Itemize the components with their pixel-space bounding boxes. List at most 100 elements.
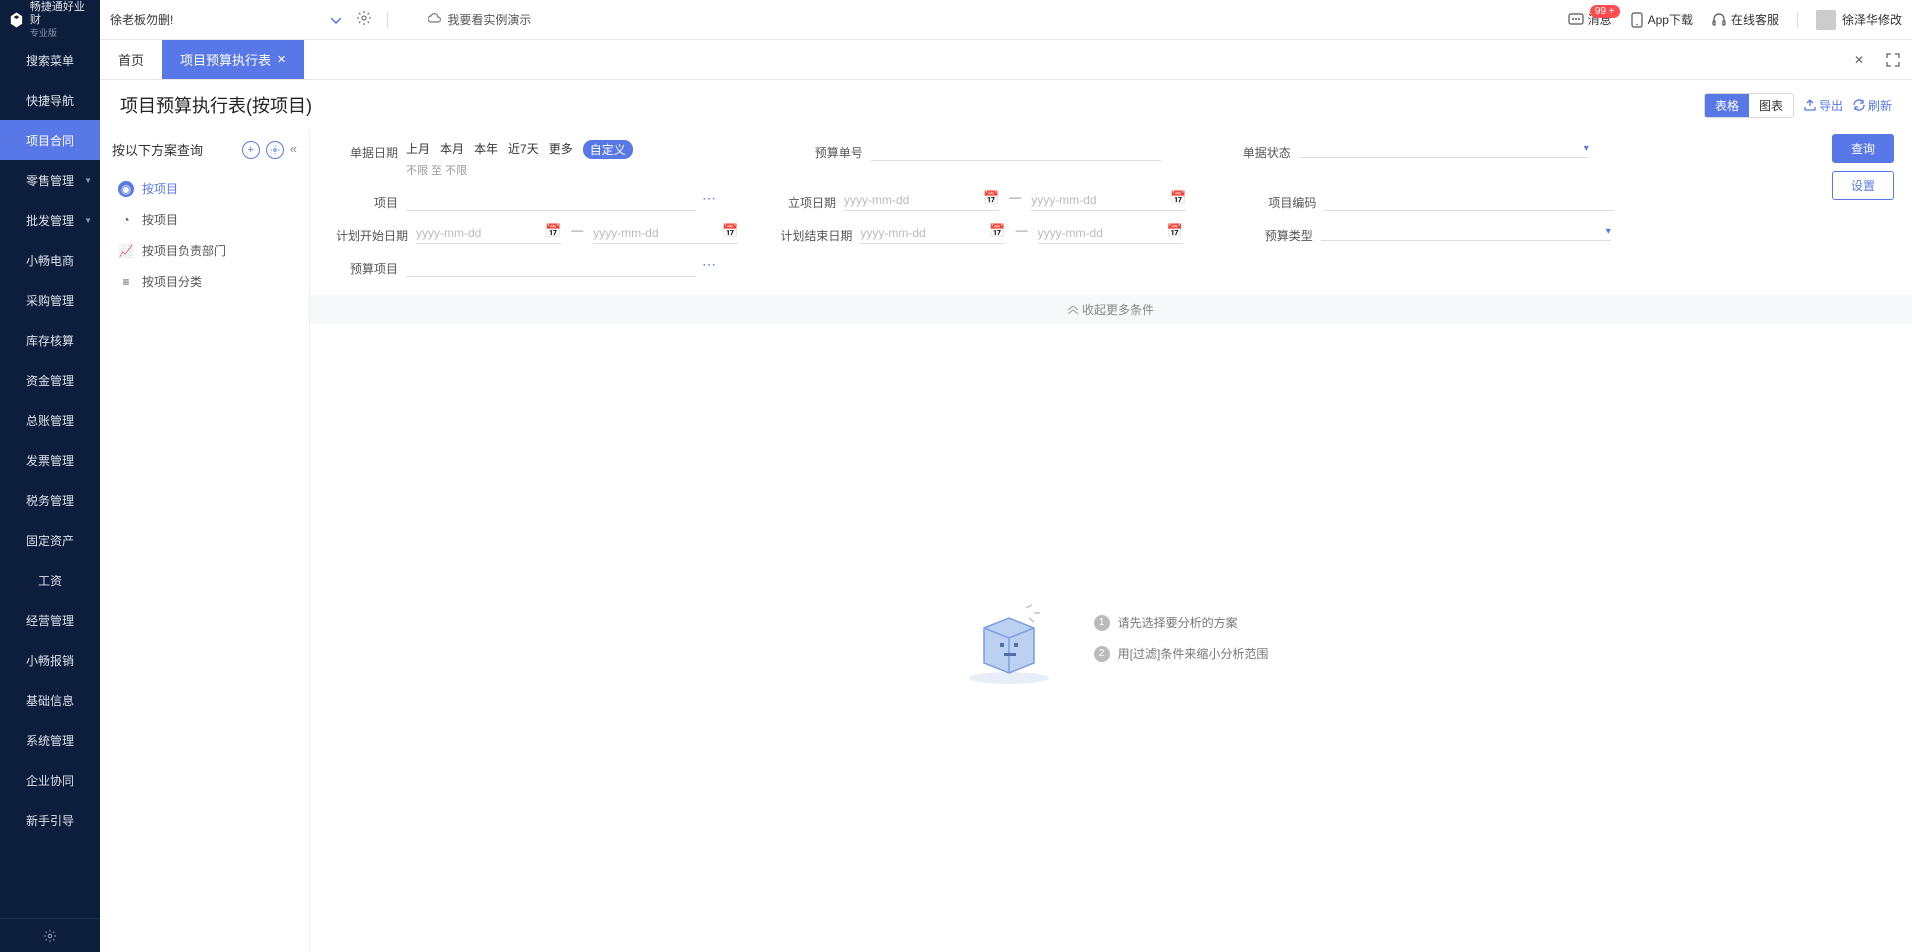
- sidebar-settings[interactable]: [0, 918, 100, 952]
- scheme-list: ◉按项目◔按项目📈按项目负责部门≡按项目分类: [112, 173, 297, 297]
- plan-end-to[interactable]: [1038, 223, 1183, 244]
- empty-illustration: [954, 588, 1064, 688]
- scheme-header: 按以下方案查询 + «: [112, 140, 297, 159]
- range-dash: —: [1016, 223, 1028, 237]
- support-button[interactable]: 在线客服: [1711, 11, 1779, 28]
- scheme-item-icon: 📈: [118, 243, 134, 259]
- quick-custom[interactable]: 自定义: [583, 140, 633, 159]
- quick-this-year[interactable]: 本年: [474, 140, 498, 159]
- cloud-icon: [428, 13, 442, 27]
- nav-item[interactable]: 固定资产: [0, 520, 100, 560]
- nav-item[interactable]: 工资: [0, 560, 100, 600]
- export-icon: [1804, 99, 1816, 111]
- nav-item[interactable]: 资金管理: [0, 360, 100, 400]
- nav-item[interactable]: 小畅报销: [0, 640, 100, 680]
- quick-7days[interactable]: 近7天: [508, 140, 539, 159]
- calendar-icon[interactable]: 📅: [545, 223, 561, 239]
- scheme-item[interactable]: 📈按项目负责部门: [112, 235, 297, 266]
- scheme-item[interactable]: ◉按项目: [112, 173, 297, 204]
- app-download-button[interactable]: App下载: [1630, 11, 1693, 28]
- fullscreen-button[interactable]: [1878, 45, 1908, 75]
- query-button[interactable]: 查询: [1832, 134, 1894, 163]
- org-settings-icon[interactable]: [356, 10, 372, 29]
- nav-item[interactable]: 税务管理: [0, 480, 100, 520]
- budget-no-input[interactable]: [871, 140, 1161, 161]
- nav-item[interactable]: 发票管理: [0, 440, 100, 480]
- nav-item[interactable]: 搜索菜单: [0, 40, 100, 80]
- close-icon[interactable]: ✕: [277, 53, 286, 66]
- demo-link[interactable]: 我要看实例演示: [428, 11, 531, 28]
- settings-button[interactable]: 设置: [1832, 171, 1894, 200]
- calendar-icon[interactable]: 📅: [722, 223, 738, 239]
- calendar-icon[interactable]: 📅: [1167, 223, 1183, 239]
- main-body: 按以下方案查询 + « ◉按项目◔按项目📈按项目负责部门≡按项目分类 查询 设置…: [100, 130, 1912, 952]
- view-table-button[interactable]: 表格: [1705, 94, 1749, 117]
- tip-1: 1 请先选择要分析的方案: [1094, 614, 1269, 631]
- nav-item[interactable]: 零售管理▼: [0, 160, 100, 200]
- plan-start-from[interactable]: [416, 223, 561, 244]
- add-scheme-button[interactable]: +: [242, 141, 260, 159]
- bill-status-select[interactable]: ▾: [1299, 140, 1589, 158]
- nav-item[interactable]: 系统管理: [0, 720, 100, 760]
- init-date-to[interactable]: [1031, 190, 1186, 211]
- budget-item-lookup-icon[interactable]: ⋯: [702, 256, 716, 273]
- chevron-down-icon: ▾: [1584, 143, 1589, 154]
- nav-item[interactable]: 项目合同: [0, 120, 100, 160]
- budget-type-select[interactable]: ▾: [1321, 223, 1611, 241]
- view-chart-button[interactable]: 图表: [1749, 94, 1793, 117]
- top-actions: 消息 99 + App下载 在线客服 徐泽华修改: [1568, 10, 1902, 30]
- nav-item[interactable]: 小畅电商: [0, 240, 100, 280]
- org-selector[interactable]: 徐老板勿删!: [110, 11, 341, 28]
- refresh-icon: [1853, 99, 1865, 111]
- budget-item-input[interactable]: [406, 256, 696, 277]
- nav-item[interactable]: 基础信息: [0, 680, 100, 720]
- collapse-panel-button[interactable]: «: [290, 141, 297, 159]
- project-code-label: 项目编码: [1246, 190, 1316, 211]
- tab-budget-exec[interactable]: 项目预算执行表 ✕: [162, 40, 304, 79]
- range-dash: —: [1009, 190, 1021, 204]
- plan-end-from[interactable]: [860, 223, 1005, 244]
- nav-item[interactable]: 新手引导: [0, 800, 100, 840]
- quick-last-month[interactable]: 上月: [406, 140, 430, 159]
- project-code-input[interactable]: [1324, 190, 1614, 211]
- nav-item[interactable]: 采购管理: [0, 280, 100, 320]
- scheme-item-label: 按项目: [142, 211, 178, 228]
- project-input[interactable]: [406, 190, 696, 211]
- init-date-label: 立项日期: [766, 190, 836, 211]
- project-lookup-icon[interactable]: ⋯: [702, 190, 716, 207]
- date-range-text: 不限 至 不限: [406, 162, 633, 178]
- quick-this-month[interactable]: 本月: [440, 140, 464, 159]
- view-toggle: 表格 图表: [1704, 93, 1794, 118]
- nav-item[interactable]: 快捷导航: [0, 80, 100, 120]
- budget-no-label: 预算单号: [793, 140, 863, 161]
- nav-item[interactable]: 批发管理▼: [0, 200, 100, 240]
- divider: [1797, 12, 1798, 28]
- messages-button[interactable]: 消息 99 +: [1568, 11, 1612, 28]
- calendar-icon[interactable]: 📅: [1170, 190, 1186, 206]
- refresh-button[interactable]: 刷新: [1853, 97, 1892, 114]
- logo[interactable]: 畅捷通好业财 专业版: [0, 0, 100, 40]
- calendar-icon[interactable]: 📅: [983, 190, 999, 206]
- page-header: 项目预算执行表(按项目) 表格 图表 导出 刷新: [100, 80, 1912, 130]
- quick-more[interactable]: 更多: [549, 140, 573, 159]
- bill-date-label: 单据日期: [328, 140, 398, 161]
- expand-icon: [1886, 53, 1900, 67]
- scheme-settings-button[interactable]: [266, 141, 284, 159]
- nav-item[interactable]: 总账管理: [0, 400, 100, 440]
- calendar-icon[interactable]: 📅: [989, 223, 1005, 239]
- scheme-item[interactable]: ≡按项目分类: [112, 266, 297, 297]
- divider: [387, 12, 388, 28]
- plan-start-to[interactable]: [593, 223, 738, 244]
- nav-item[interactable]: 库存核算: [0, 320, 100, 360]
- tab-bar: 首页 项目预算执行表 ✕ ✕: [100, 40, 1912, 80]
- init-date-from[interactable]: [844, 190, 999, 211]
- tab-home[interactable]: 首页: [100, 40, 162, 79]
- user-menu[interactable]: 徐泽华修改: [1816, 10, 1902, 30]
- export-button[interactable]: 导出: [1804, 97, 1843, 114]
- collapse-filters-button[interactable]: 收起更多条件: [310, 295, 1912, 324]
- close-all-button[interactable]: ✕: [1844, 45, 1874, 75]
- budget-item-label: 预算项目: [328, 256, 398, 277]
- scheme-item[interactable]: ◔按项目: [112, 204, 297, 235]
- nav-item[interactable]: 经营管理: [0, 600, 100, 640]
- nav-item[interactable]: 企业协同: [0, 760, 100, 800]
